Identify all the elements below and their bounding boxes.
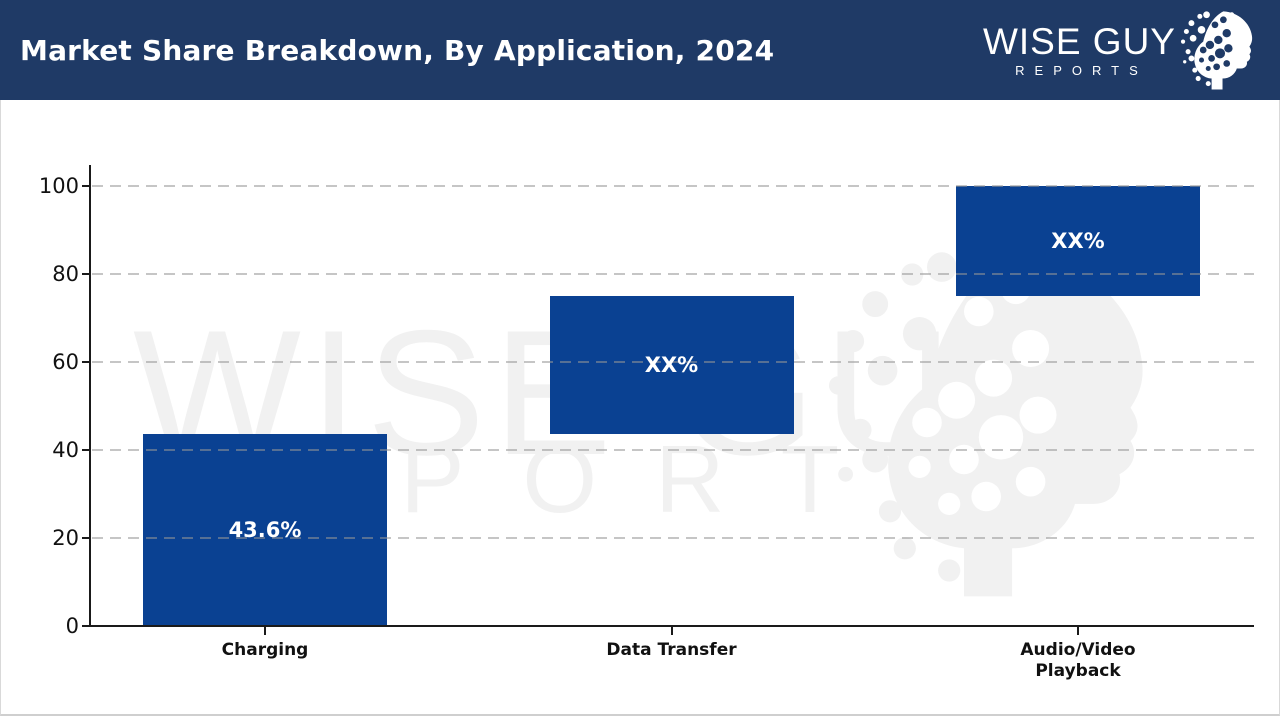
y-tick-label-100: 100 (38, 174, 79, 198)
bar-data-transfer (549, 296, 794, 435)
y-tick-mark-100 (82, 185, 90, 187)
y-tick-mark-40 (82, 449, 90, 451)
gridline-60 (92, 361, 1254, 363)
y-tick-label-20: 20 (52, 526, 79, 550)
bar-charging (143, 434, 387, 626)
logo-subtitle: REPORTS (1015, 63, 1148, 78)
y-tick-label-40: 40 (52, 438, 79, 462)
x-tick-mark-audio-video-playback (1077, 627, 1079, 635)
x-tick-label-audio-video-playback: Audio/Video Playback (1020, 640, 1136, 682)
y-tick-label-0: 0 (65, 614, 79, 638)
header-bar: Market Share Breakdown, By Application, … (0, 0, 1280, 100)
logo-text: WISE GUY REPORTS (983, 23, 1176, 77)
wise-guy-reports-logo: WISE GUY REPORTS (983, 6, 1262, 94)
bar-value-label-data-transfer: XX% (644, 353, 699, 378)
logo-wordmark: WISE GUY (982, 21, 1176, 62)
gridline-80 (92, 273, 1254, 275)
y-tick-mark-60 (82, 361, 90, 363)
y-tick-mark-80 (82, 273, 90, 275)
x-tick-label-data-transfer: Data Transfer (606, 640, 737, 660)
x-tick-label-charging: Charging (221, 640, 309, 660)
chart-canvas: WISE GUY REPORTS 0 20 40 60 80 100 43.6% Chargi… (0, 100, 1280, 716)
gridline-40 (92, 449, 1254, 451)
y-tick-mark-0 (82, 625, 90, 627)
y-axis-line (89, 165, 91, 627)
page-title: Market Share Breakdown, By Application, … (20, 33, 775, 67)
x-tick-mark-data-transfer (670, 627, 673, 635)
bar-value-label-audio-video-playback: XX% (1051, 229, 1105, 253)
bar-value-label-charging: 43.6% (228, 518, 302, 543)
gridline-20 (92, 537, 1254, 539)
y-tick-label-80: 80 (52, 262, 79, 286)
logo-face-icon (1178, 6, 1262, 94)
y-tick-label-60: 60 (52, 350, 79, 374)
x-tick-mark-charging (264, 627, 266, 635)
x-axis-line (90, 625, 1254, 627)
gridline-100 (92, 185, 1254, 187)
plot-region: 0 20 40 60 80 100 43.6% Charging XX% Data Transfe… (1, 100, 1279, 714)
y-tick-mark-20 (82, 537, 90, 539)
